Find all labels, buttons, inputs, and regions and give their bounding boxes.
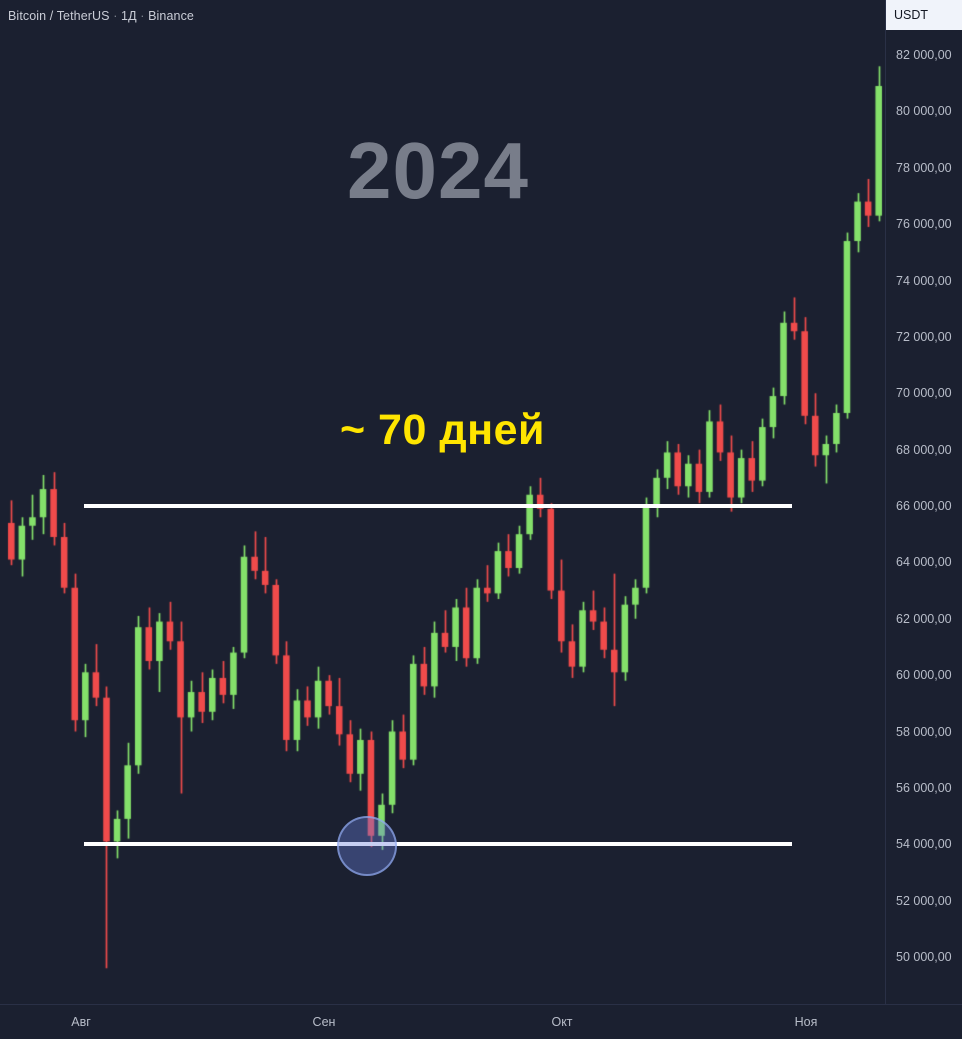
time-tick: Окт [551, 1015, 573, 1029]
price-tick: 68 000,00 [896, 442, 952, 457]
header-separator-2: · [140, 9, 145, 23]
price-tick: 80 000,00 [896, 104, 952, 119]
plot-area[interactable]: 2024 ~ 70 дней [0, 0, 886, 1005]
candlestick-series [0, 0, 886, 1005]
symbol-header: Bitcoin / TetherUS · 1Д · Binance [8, 9, 194, 23]
time-axis[interactable]: Авг Сен Окт Ноя [0, 1004, 962, 1039]
price-tick: 52 000,00 [896, 893, 952, 908]
price-tick: 58 000,00 [896, 724, 952, 739]
interval-label[interactable]: 1Д [121, 9, 137, 23]
duration-annotation: ~ 70 дней [340, 406, 545, 454]
time-tick: Авг [71, 1015, 91, 1029]
price-tick: 62 000,00 [896, 611, 952, 626]
header-separator-1: · [113, 9, 118, 23]
support-line[interactable] [84, 842, 792, 847]
price-tick: 54 000,00 [896, 837, 952, 852]
symbol-name[interactable]: Bitcoin / TetherUS [8, 9, 110, 23]
price-tick: 56 000,00 [896, 780, 952, 795]
time-tick: Сен [312, 1015, 336, 1029]
price-tick: 72 000,00 [896, 329, 952, 344]
price-tick: 50 000,00 [896, 950, 952, 964]
price-tick: 82 000,00 [896, 48, 952, 62]
year-watermark: 2024 [347, 126, 529, 215]
price-tick: 78 000,00 [896, 160, 952, 175]
time-tick: Ноя [794, 1015, 818, 1029]
resistance-line[interactable] [84, 504, 792, 508]
entry-zone-circle-icon[interactable] [337, 816, 397, 877]
price-tick: 66 000,00 [896, 499, 952, 513]
exchange-label[interactable]: Binance [148, 9, 194, 23]
price-tick: 70 000,00 [896, 386, 952, 401]
price-tick: 60 000,00 [896, 668, 952, 683]
price-tick: 74 000,00 [896, 273, 952, 288]
price-tick: 64 000,00 [896, 555, 952, 570]
price-tick: 76 000,00 [896, 217, 952, 232]
currency-badge: USDT [886, 0, 962, 30]
price-axis[interactable]: USDT 82 000,00 80 000,00 78 000,00 76 000,0… [885, 0, 962, 1005]
